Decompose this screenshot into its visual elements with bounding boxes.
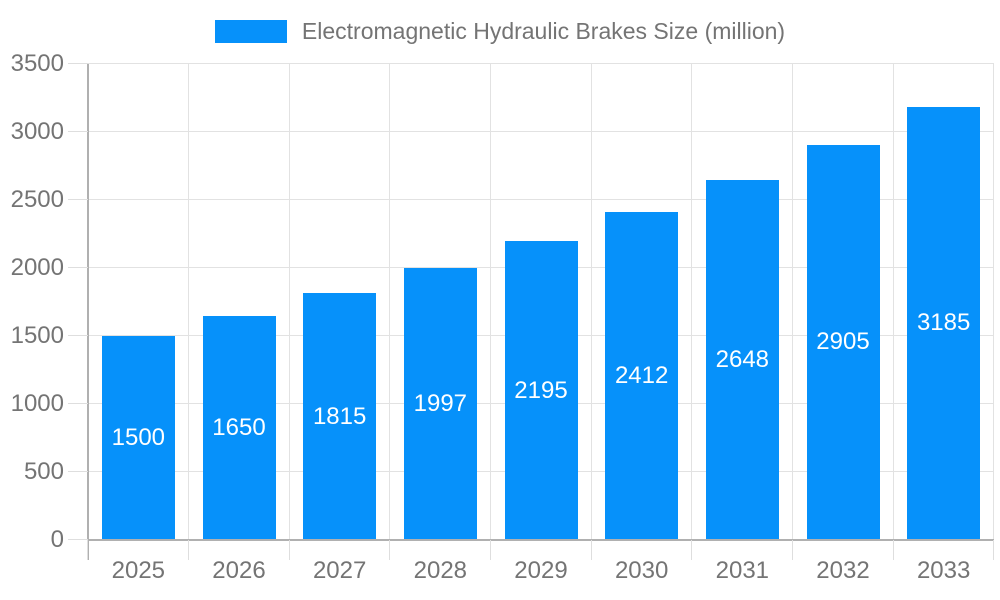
x-tick-label: 2033 [916,557,971,584]
y-axis-tick [68,539,88,541]
y-axis-tick [68,131,88,133]
y-tick-label: 3500 [10,50,64,77]
bar: 2648 [705,179,779,540]
y-tick-label: 500 [23,458,64,485]
legend-label[interactable]: Electromagnetic Hydraulic Brakes Size (m… [301,18,786,44]
v-gridline [389,64,391,540]
v-gridline [691,64,693,540]
x-axis-tick [389,540,391,560]
bar-value-label: 1650 [212,413,266,441]
y-tick-label: 2500 [10,186,64,213]
h-gridline [88,199,994,201]
legend-swatch[interactable] [214,20,287,43]
bar-value-label: 1500 [111,424,166,451]
y-tick-label: 1500 [10,322,64,349]
v-gridline [288,64,290,540]
y-axis-line [87,64,89,560]
x-axis-tick [489,540,491,560]
bar-value-label: 2195 [514,376,568,404]
x-axis-tick [892,540,894,560]
y-axis-tick [68,335,88,337]
x-axis-tick [791,540,793,560]
bar-value-label: 1815 [312,402,367,430]
bar-value-label: 2905 [816,328,870,356]
x-tick-label: 2029 [514,557,568,584]
v-gridline [590,64,592,540]
y-axis-tick [68,403,88,405]
y-tick-label: 2000 [10,254,64,281]
v-gridline [892,64,894,540]
bar: 2195 [504,241,578,540]
bar: 2905 [806,144,880,540]
y-axis-tick [68,199,88,201]
bar-value-label: 2412 [614,361,669,389]
legend: Electromagnetic Hydraulic Brakes Size (m… [0,18,1000,45]
h-gridline [88,131,994,133]
bar-value-label: 3185 [916,309,971,337]
bar: 3185 [907,106,981,540]
bar: 1500 [101,336,175,540]
x-tick-label: 2026 [212,557,266,584]
bar-value-label: 1997 [413,390,468,418]
y-axis-tick [68,63,88,65]
v-gridline [993,64,995,540]
x-axis-tick [691,540,693,560]
x-axis-tick [87,540,89,560]
v-gridline [791,64,793,540]
bar: 1650 [202,315,276,540]
h-gridline [88,63,994,65]
y-axis-tick [68,267,88,269]
bar: 1815 [303,293,377,540]
x-tick-label: 2028 [413,557,468,584]
x-tick-label: 2032 [816,557,870,584]
bar-value-label: 2648 [715,345,770,373]
bar: 1997 [403,268,477,540]
y-tick-label: 0 [50,526,64,553]
y-tick-label: 3000 [10,118,64,145]
plot-area: 1500 1650 1815 1997 2195 2412 2648 2905 3185 [88,63,995,540]
x-axis-tick [288,540,290,560]
x-tick-label: 2025 [111,557,166,584]
x-tick-label: 2027 [312,557,367,584]
x-axis-tick [993,540,995,560]
y-axis-tick [68,471,88,473]
v-gridline [489,64,491,540]
bar: 2412 [605,211,679,540]
x-axis-tick [590,540,592,560]
x-tick-label: 2030 [614,557,669,584]
x-axis-line [87,539,994,541]
x-tick-label: 2031 [715,557,770,584]
x-axis-tick [187,540,189,560]
y-tick-label: 1000 [10,390,64,417]
v-gridline [187,64,189,540]
